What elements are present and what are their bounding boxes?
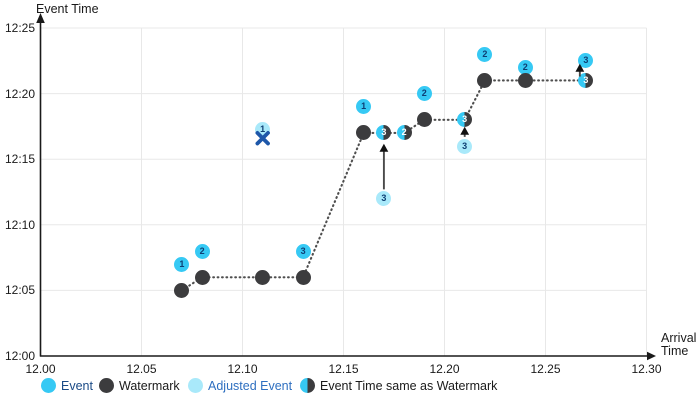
watermark-marker bbox=[416, 112, 432, 128]
same-as-watermark-marker: 3 bbox=[376, 125, 392, 141]
watermark-dotted-line bbox=[180, 79, 587, 292]
y-tick-label: 12:20 bbox=[4, 86, 35, 101]
event-marker: 1 bbox=[356, 99, 372, 115]
adjusted-event-marker: 1 bbox=[255, 121, 271, 137]
legend-item-event: Event bbox=[41, 377, 93, 394]
event-marker: 2 bbox=[517, 59, 533, 75]
watermark-marker bbox=[255, 269, 271, 285]
x-axis-title: Arrival Time bbox=[661, 332, 696, 358]
event-marker: 2 bbox=[477, 46, 493, 62]
legend-adjusted-event-swatch-icon bbox=[188, 378, 203, 393]
watermark-marker bbox=[356, 125, 372, 141]
legend-item-watermark: Watermark bbox=[99, 377, 180, 394]
y-tick-label: 12:00 bbox=[4, 349, 35, 363]
adjusted-event-marker: 3 bbox=[376, 191, 392, 207]
y-axis-title: Event Time bbox=[36, 2, 99, 16]
event-marker: 3 bbox=[578, 53, 594, 69]
x-axis-arrow-icon bbox=[647, 351, 656, 361]
watermark-marker bbox=[477, 72, 493, 88]
y-tick-label: 12:10 bbox=[4, 217, 35, 232]
legend-same-as-watermark-swatch-icon bbox=[300, 378, 315, 393]
x-tick-label: 12.30 bbox=[631, 362, 662, 376]
event-marker: 2 bbox=[194, 243, 210, 259]
watermark-marker bbox=[295, 269, 311, 285]
x-tick-label: 12.15 bbox=[328, 362, 359, 376]
legend-watermark-swatch-icon bbox=[99, 378, 114, 393]
legend-item-adjusted-event: Adjusted Event bbox=[188, 377, 292, 394]
adjusted-event-marker: 3 bbox=[457, 138, 473, 154]
x-tick-label: 12.05 bbox=[126, 362, 157, 376]
legend-label: Adjusted Event bbox=[208, 378, 293, 393]
legend-label: Watermark bbox=[119, 378, 180, 393]
y-tick-label: 12:05 bbox=[4, 283, 35, 298]
same-as-watermark-marker: 2 bbox=[396, 125, 412, 141]
x-tick-label: 12.25 bbox=[530, 362, 561, 376]
watermark-marker bbox=[517, 72, 533, 88]
adjustment-arrow-head-icon bbox=[379, 143, 389, 152]
y-tick-label: 12:15 bbox=[4, 152, 35, 167]
legend-event-swatch-icon bbox=[41, 378, 56, 393]
x-axis-title-line1: Arrival bbox=[661, 331, 696, 345]
legend-label: Event bbox=[61, 378, 93, 393]
y-tick-label: 12:25 bbox=[4, 21, 35, 35]
legend: Event Watermark Adjusted Event Event Time s… bbox=[0, 377, 696, 397]
event-marker: 3 bbox=[295, 243, 311, 259]
legend-item-same-as-watermark: Event Time same as Watermark bbox=[300, 377, 497, 394]
event-marker: 2 bbox=[416, 86, 432, 102]
same-as-watermark-marker: 3 bbox=[457, 112, 473, 128]
x-axis-title-line2: Time bbox=[661, 344, 689, 358]
x-tick-label: 12.00 bbox=[25, 362, 56, 376]
watermark-marker bbox=[194, 269, 210, 285]
event-marker: 1 bbox=[174, 256, 190, 272]
legend-label: Event Time same as Watermark bbox=[320, 378, 498, 393]
adjustment-arrow-head-icon bbox=[460, 126, 470, 135]
same-as-watermark-marker: 3 bbox=[578, 72, 594, 88]
x-tick-label: 12.10 bbox=[227, 362, 258, 376]
watermark-marker bbox=[174, 282, 190, 298]
x-tick-label: 12.20 bbox=[429, 362, 460, 376]
